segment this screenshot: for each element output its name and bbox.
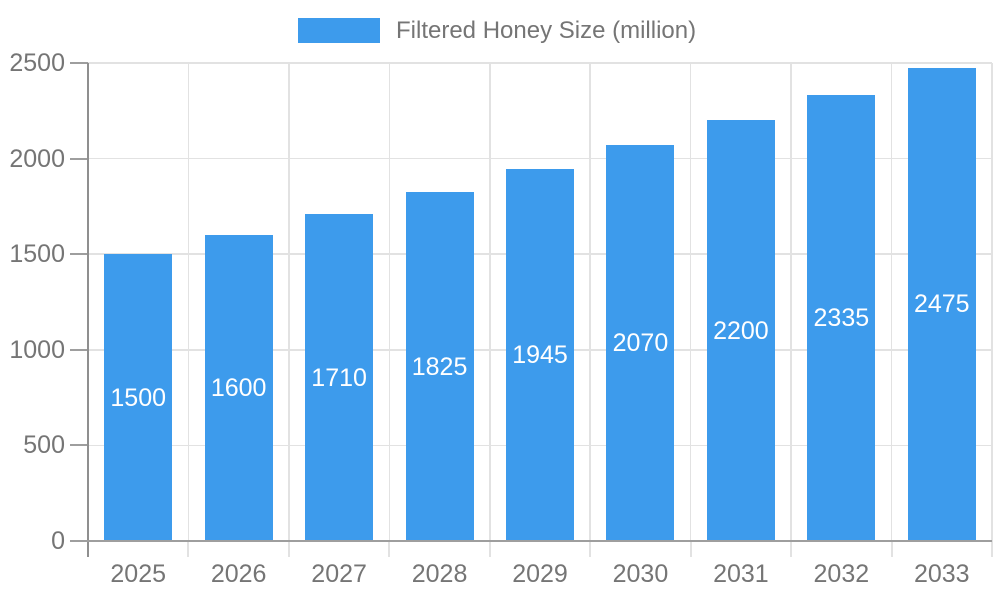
x-tick: [287, 541, 290, 557]
bar-value-label: 2070: [612, 329, 669, 358]
gridline-v: [689, 63, 692, 541]
gridline-h: [88, 157, 992, 160]
gridline-v: [388, 63, 391, 541]
x-axis-label: 2030: [612, 560, 669, 588]
y-axis-label: 500: [23, 431, 65, 460]
bar-2025[interactable]: [104, 254, 173, 541]
gridline-v: [589, 63, 591, 541]
gridline-h: [88, 62, 992, 64]
bar-value-label: 1600: [210, 374, 267, 403]
bar-value-label: 2335: [813, 303, 870, 332]
x-axis-label: 2031: [713, 560, 769, 588]
x-axis-label: 2027: [311, 560, 367, 588]
gridline-v: [790, 63, 792, 541]
x-tick: [991, 541, 993, 557]
gridline-v: [489, 63, 491, 541]
gridline-v: [288, 63, 290, 541]
x-axis-label: 2028: [411, 560, 468, 588]
y-tick: [70, 253, 88, 256]
x-axis-label: 2032: [813, 560, 870, 588]
gridline-v: [890, 63, 893, 541]
x-tick: [589, 541, 592, 557]
bar-value-label: 2200: [713, 316, 769, 345]
bar-value-label: 2475: [913, 290, 970, 319]
y-axis-label: 1500: [9, 240, 65, 269]
bar-value-label: 1500: [110, 383, 167, 412]
y-tick: [70, 444, 88, 447]
bar-2033[interactable]: [907, 67, 976, 541]
y-tick: [70, 62, 88, 64]
y-axis-label: 1000: [9, 335, 65, 364]
bar-2030[interactable]: [606, 145, 675, 541]
legend: Filtered Honey Size (million): [298, 18, 696, 43]
x-axis-label: 2026: [210, 560, 267, 588]
x-axis-label: 2033: [913, 560, 970, 588]
gridline-v: [991, 63, 993, 541]
x-axis-label: 2029: [512, 560, 568, 588]
x-tick: [689, 541, 692, 557]
bar-2027[interactable]: [305, 214, 374, 541]
y-axis-label: 2000: [9, 144, 65, 173]
bar-2029[interactable]: [506, 169, 574, 541]
bar-2032[interactable]: [807, 94, 876, 541]
bar-value-label: 1945: [512, 341, 568, 370]
bar-value-label: 1825: [411, 352, 468, 381]
x-tick: [790, 541, 793, 557]
bar-2028[interactable]: [405, 192, 474, 541]
x-tick: [187, 541, 190, 557]
y-tick: [70, 348, 88, 351]
x-tick: [388, 541, 391, 557]
bar-2031[interactable]: [706, 120, 775, 541]
y-axis-line: [87, 63, 89, 557]
bar-2026[interactable]: [204, 235, 273, 541]
x-tick: [488, 541, 491, 557]
x-axis-line: [70, 540, 992, 542]
legend-swatch: [298, 18, 380, 43]
y-axis-label: 2500: [9, 49, 65, 77]
gridline-v: [187, 63, 190, 541]
x-tick: [890, 541, 893, 557]
bar-value-label: 1710: [311, 363, 367, 392]
y-axis-label: 0: [51, 527, 65, 555]
y-tick: [70, 157, 88, 160]
x-axis-label: 2025: [110, 560, 167, 588]
legend-label: Filtered Honey Size (million): [396, 17, 697, 44]
